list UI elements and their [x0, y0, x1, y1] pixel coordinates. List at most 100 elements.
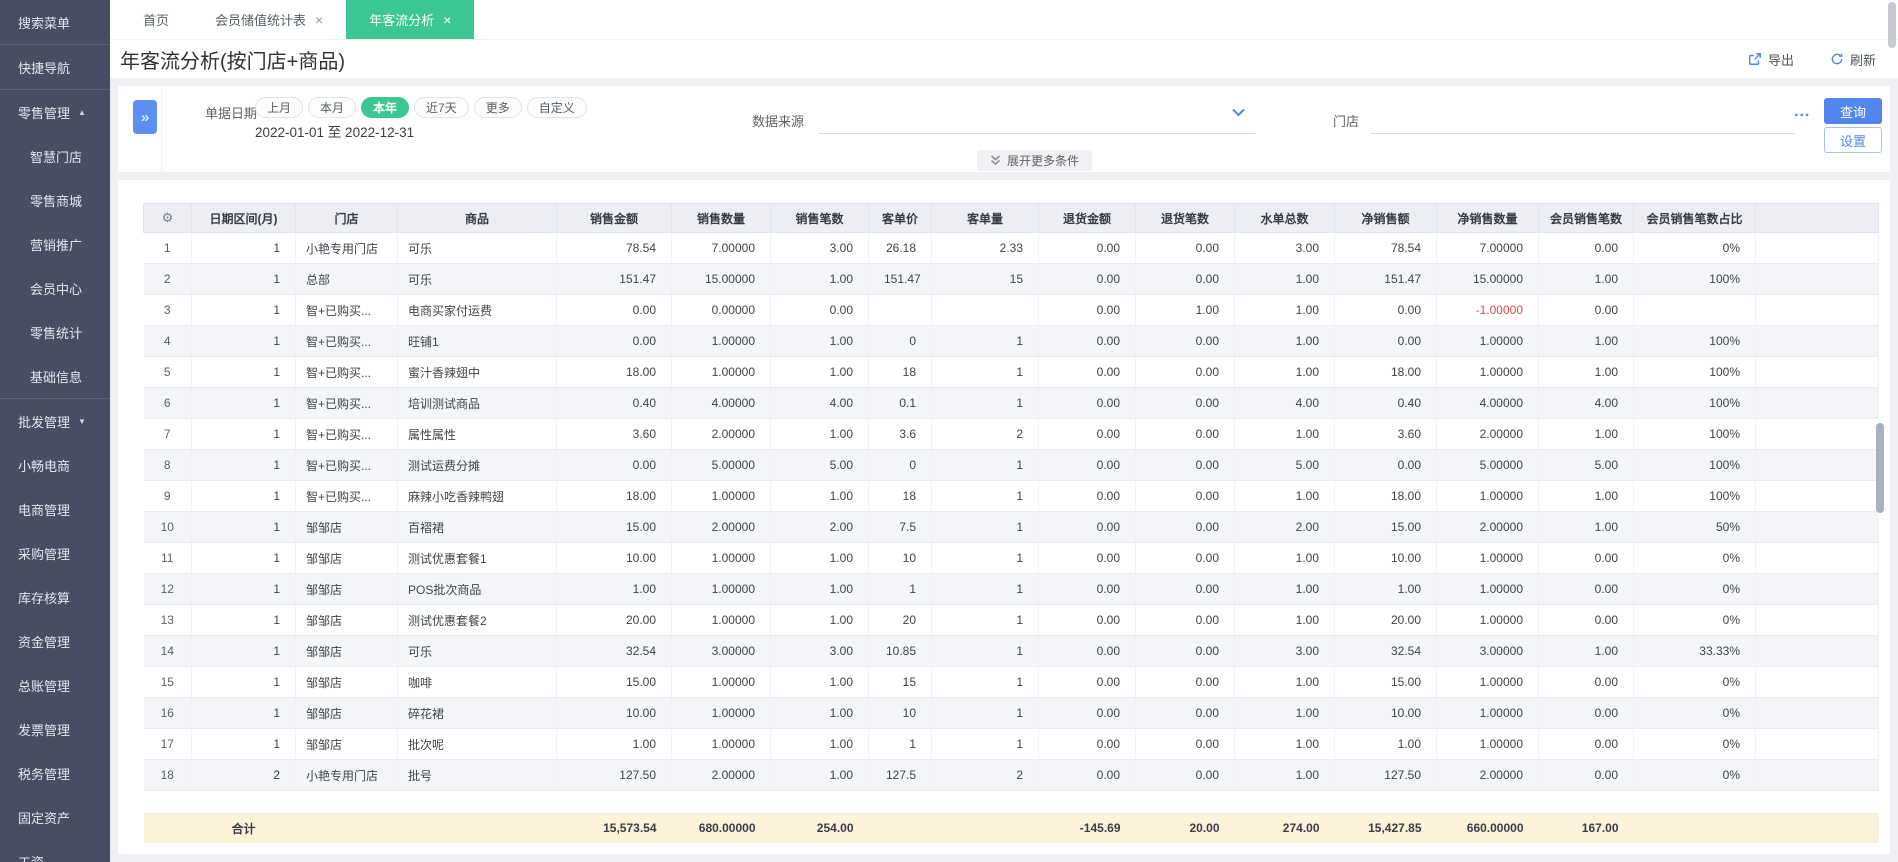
table-row[interactable]: 14 1 邹邹店 可乐 32.54 3.00000 3.00 10.85 1 0.00 0.00 3.… [143, 635, 1879, 667]
sidebar-item-零售统计[interactable]: 零售统计 [0, 310, 110, 354]
cell-store: 智+已购买... [295, 356, 398, 388]
sidebar-item-采购管理[interactable]: 采购管理 [0, 531, 110, 575]
date-preset-更多[interactable]: 更多 [473, 97, 522, 118]
query-button[interactable]: 查询 [1824, 98, 1882, 124]
cell-member_pct: 0% [1633, 573, 1756, 605]
sidebar-item-快捷导航[interactable]: 快捷导航 [0, 45, 110, 89]
refresh-button[interactable]: 刷新 [1830, 50, 1876, 69]
cell-filler [1755, 573, 1879, 605]
table-row[interactable]: 7 1 智+已购买... 属性属性 3.60 2.00000 1.00 3.6 2 0.00 0.0… [143, 418, 1879, 450]
cell-store: 智+已购买... [295, 418, 398, 450]
cell-net_qty: 1.00000 [1436, 356, 1539, 388]
table-row[interactable]: 15 1 邹邹店 咖啡 15.00 1.00000 1.00 15 1 0.00 0.00 1.00 1… [143, 666, 1879, 698]
column-header-product: 商品 [397, 203, 557, 233]
table-row[interactable]: 3 1 智+已购买... 电商买家付运费 0.00 0.00000 0.00 0.00 1.00… [143, 294, 1879, 326]
cell-product: 测试优惠套餐1 [397, 542, 557, 574]
date-range-value[interactable]: 2022-01-01 至 2022-12-31 [255, 125, 415, 140]
cell-select: 6 [143, 387, 192, 419]
table-row[interactable]: 17 1 邹邹店 批次呢 1.00 1.00000 1.00 1 1 0.00 0.00 1.00 1.… [143, 728, 1879, 760]
settings-button[interactable]: 设置 [1824, 127, 1882, 153]
sidebar-item-税务管理[interactable]: 税务管理 [0, 751, 110, 795]
cell-refund_amount: 0.00 [1038, 263, 1136, 295]
cell-select: 1 [143, 232, 192, 264]
sidebar-item-固定资产[interactable]: 固定资产 [0, 795, 110, 839]
table-row[interactable]: 4 1 智+已购买... 旺铺1 0.00 1.00000 1.00 0 1 0.00 0.00 1.… [143, 325, 1879, 357]
table-row[interactable]: 2 1 总部 可乐 151.47 15.00000 1.00 151.47 15 0.00 0.00… [143, 263, 1879, 295]
sidebar-item-智慧门店[interactable]: 智慧门店 [0, 134, 110, 178]
sidebar-item-批发管理[interactable]: 批发管理 ▼ [0, 399, 110, 443]
date-preset-本月[interactable]: 本月 [308, 97, 357, 118]
page-scrollbar-thumb[interactable] [1888, 2, 1896, 48]
date-preset-上月[interactable]: 上月 [255, 97, 304, 118]
store-select[interactable] [1370, 90, 1795, 134]
tab-年客流分析[interactable]: 年客流分析 × [346, 0, 475, 39]
table-row[interactable]: 1 1 小艳专用门店 可乐 78.54 7.00000 3.00 26.18 2.33 0.00 0… [143, 232, 1879, 264]
cell-filler [1755, 604, 1879, 636]
cell-refund_count: 0.00 [1135, 666, 1235, 698]
sidebar-item-基础信息[interactable]: 基础信息 [0, 354, 110, 398]
cell-net_qty: 1.00000 [1436, 604, 1539, 636]
sidebar-item-零售管理[interactable]: 零售管理 ▲ [0, 90, 110, 134]
sidebar-item-库存核算[interactable]: 库存核算 [0, 575, 110, 619]
cell-bill_total: 1.00 [1234, 697, 1335, 729]
close-icon[interactable]: × [443, 11, 452, 28]
chevron-down-icon: ▼ [78, 416, 86, 426]
table-row[interactable]: 6 1 智+已购买... 培训测试商品 0.40 4.00000 4.00 0.1 1 0.00 0… [143, 387, 1879, 419]
sidebar-item-营销推广[interactable]: 营销推广 [0, 222, 110, 266]
table-scrollbar-thumb[interactable] [1876, 423, 1884, 513]
filter-collapse-button[interactable]: » [133, 100, 157, 134]
tab-会员储值统计表[interactable]: 会员储值统计表 × [192, 0, 346, 39]
cell-member_pct: 100% [1633, 418, 1756, 450]
cell-interval: 1 [191, 728, 296, 760]
cell-qty_per_order: 1 [931, 728, 1039, 760]
cell-net_qty: 3.00000 [1436, 635, 1539, 667]
table-row[interactable]: 18 2 小艳专用门店 批号 127.50 2.00000 1.00 127.5 2 0.00 0.… [143, 759, 1879, 791]
cell-interval: 1 [191, 294, 296, 326]
expand-more-conditions-button[interactable]: 展开更多条件 [977, 150, 1093, 171]
date-preset-本年[interactable]: 本年 [361, 97, 410, 118]
grid-body: 1 1 小艳专用门店 可乐 78.54 7.00000 3.00 26.18 2.33 0.00 0… [143, 232, 1879, 843]
data-source-select[interactable] [818, 90, 1255, 134]
sidebar-item-资金管理[interactable]: 资金管理 [0, 619, 110, 663]
column-header-sale_amount: 销售金额 [556, 203, 672, 233]
table-row[interactable]: 5 1 智+已购买... 蜜汁香辣翅中 18.00 1.00000 1.00 18 1 0.00 0… [143, 356, 1879, 388]
table-row[interactable]: 9 1 智+已购买... 麻辣小吃香辣鸭翅 18.00 1.00000 1.00 18 1 0.0… [143, 480, 1879, 512]
sidebar-item-零售商城[interactable]: 零售商城 [0, 178, 110, 222]
sidebar-item-总账管理[interactable]: 总账管理 [0, 663, 110, 707]
column-header-select[interactable]: ⚙ [143, 203, 192, 233]
export-button[interactable]: 导出 [1748, 50, 1794, 69]
cell-price_per_order: 3.6 [868, 418, 932, 450]
store-more-button[interactable]: ... [1794, 103, 1811, 120]
table-row[interactable]: 8 1 智+已购买... 测试运费分摊 0.00 5.00000 5.00 0 1 0.00 0.0… [143, 449, 1879, 481]
sidebar-item-搜索菜单[interactable]: 搜索菜单 [0, 0, 110, 44]
table-row[interactable]: 16 1 邹邹店 碎花裙 10.00 1.00000 1.00 10 1 0.00 0.00 1.00… [143, 697, 1879, 729]
cell-net_qty: 1.00000 [1436, 666, 1539, 698]
cell-store: 邹邹店 [295, 573, 398, 605]
gear-icon[interactable]: ⚙ [161, 210, 174, 225]
date-preset-近7天[interactable]: 近7天 [414, 97, 469, 118]
table-row[interactable]: 11 1 邹邹店 测试优惠套餐1 10.00 1.00000 1.00 10 1 0.00 0.00… [143, 542, 1879, 574]
cell-product: 测试运费分摊 [397, 449, 557, 481]
column-header-member_count: 会员销售笔数 [1538, 203, 1634, 233]
cell-price_per_order: 10 [868, 697, 932, 729]
sidebar-item-电商管理[interactable]: 电商管理 [0, 487, 110, 531]
cell-net_amount: 32.54 [1334, 635, 1437, 667]
cell-net_qty: 1.00000 [1436, 573, 1539, 605]
column-header-net_qty: 净销售数量 [1436, 203, 1539, 233]
table-row[interactable]: 10 1 邹邹店 百褶裙 15.00 2.00000 2.00 7.5 1 0.00 0.00 2.0… [143, 511, 1879, 543]
sidebar-item-会员中心[interactable]: 会员中心 [0, 266, 110, 310]
sidebar-item-发票管理[interactable]: 发票管理 [0, 707, 110, 751]
table-row[interactable]: 12 1 邹邹店 POS批次商品 1.00 1.00000 1.00 1 1 0.00 0.00 1.… [143, 573, 1879, 605]
date-preset-自定义[interactable]: 自定义 [526, 97, 587, 118]
cell-sale_amount: 20.00 [556, 604, 672, 636]
double-chevron-down-icon [990, 155, 1001, 166]
tab-首页[interactable]: 首页 [120, 0, 192, 39]
total-cell-select [143, 813, 192, 843]
sidebar-item-小畅电商[interactable]: 小畅电商 [0, 443, 110, 487]
cell-member_count: 0.00 [1538, 666, 1634, 698]
table-row[interactable]: 13 1 邹邹店 测试优惠套餐2 20.00 1.00000 1.00 20 1 0.00 0.00… [143, 604, 1879, 636]
sidebar-item-工资[interactable]: 工资 [0, 839, 110, 862]
close-icon[interactable]: × [315, 11, 324, 28]
cell-qty_per_order [931, 294, 1039, 326]
cell-refund_count: 0.00 [1135, 325, 1235, 357]
